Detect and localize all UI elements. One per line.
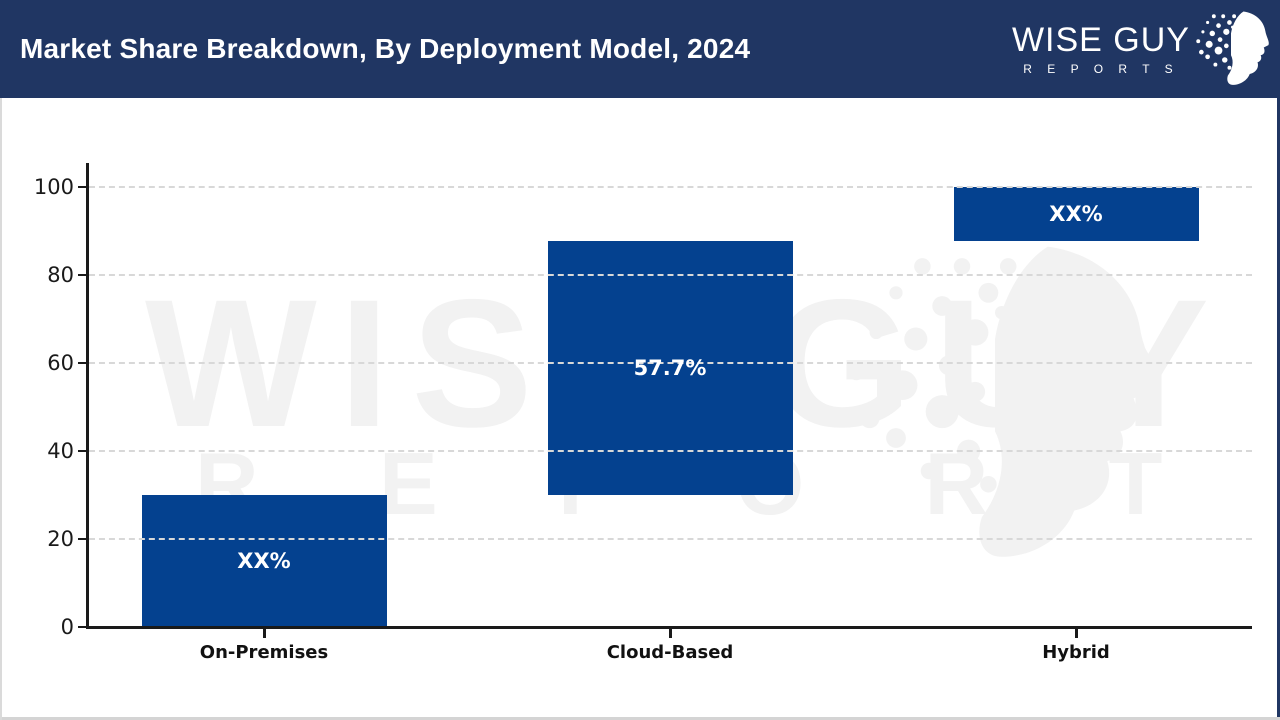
header-bar: Market Share Breakdown, By Deployment Mo… xyxy=(0,0,1280,98)
y-tick-mark-20 xyxy=(78,538,86,540)
page-border-right xyxy=(1277,98,1280,720)
x-tick-label-2: Hybrid xyxy=(1042,642,1110,663)
bar-value-label: XX% xyxy=(1049,202,1103,227)
x-tick-mark-0 xyxy=(263,629,266,638)
page-border-left xyxy=(0,98,2,720)
x-tick-mark-1 xyxy=(669,629,672,638)
y-tick-label-60: 60 xyxy=(47,351,74,375)
page-border-bottom xyxy=(0,717,1280,720)
y-tick-mark-60 xyxy=(78,362,86,364)
y-gridline-80 xyxy=(89,274,1252,276)
y-gridline-100 xyxy=(89,186,1252,188)
x-axis-line xyxy=(86,626,1252,629)
x-tick-label-0: On-Premises xyxy=(199,642,329,663)
x-tick-mark-2 xyxy=(1075,629,1078,638)
y-tick-label-0: 0 xyxy=(60,615,74,639)
brand-subtitle: R E P O R T S xyxy=(1023,61,1179,76)
head-profile-icon xyxy=(1196,11,1269,85)
brand-logo: WISE GUY R E P O R T S xyxy=(1012,6,1270,92)
y-tick-label-20: 20 xyxy=(47,527,74,551)
bar-value-label: XX% xyxy=(237,549,291,573)
y-gridline-20 xyxy=(89,538,1252,540)
brand-logo-text: WISE GUY R E P O R T S xyxy=(1012,23,1190,76)
y-tick-mark-40 xyxy=(78,450,86,452)
bar-value-label: 57.7% xyxy=(633,356,707,381)
y-axis-line xyxy=(86,163,89,629)
y-tick-label-80: 80 xyxy=(47,263,74,287)
y-tick-mark-0 xyxy=(78,626,86,628)
bar-hybrid xyxy=(953,187,1199,242)
y-tick-mark-80 xyxy=(78,274,86,276)
y-tick-label-40: 40 xyxy=(47,439,74,463)
y-tick-mark-100 xyxy=(78,186,86,188)
y-gridline-40 xyxy=(89,450,1252,452)
chart-title: Market Share Breakdown, By Deployment Mo… xyxy=(20,33,751,64)
y-tick-label-100: 100 xyxy=(33,175,74,199)
x-tick-label-1: Cloud-Based xyxy=(606,642,734,663)
bar-cloud-based xyxy=(547,241,793,495)
bar-on-premises xyxy=(141,495,387,627)
brand-name: WISE GUY xyxy=(1011,20,1190,59)
watermark-head-profile-icon xyxy=(848,246,1155,557)
y-gridline-60 xyxy=(89,362,1252,364)
